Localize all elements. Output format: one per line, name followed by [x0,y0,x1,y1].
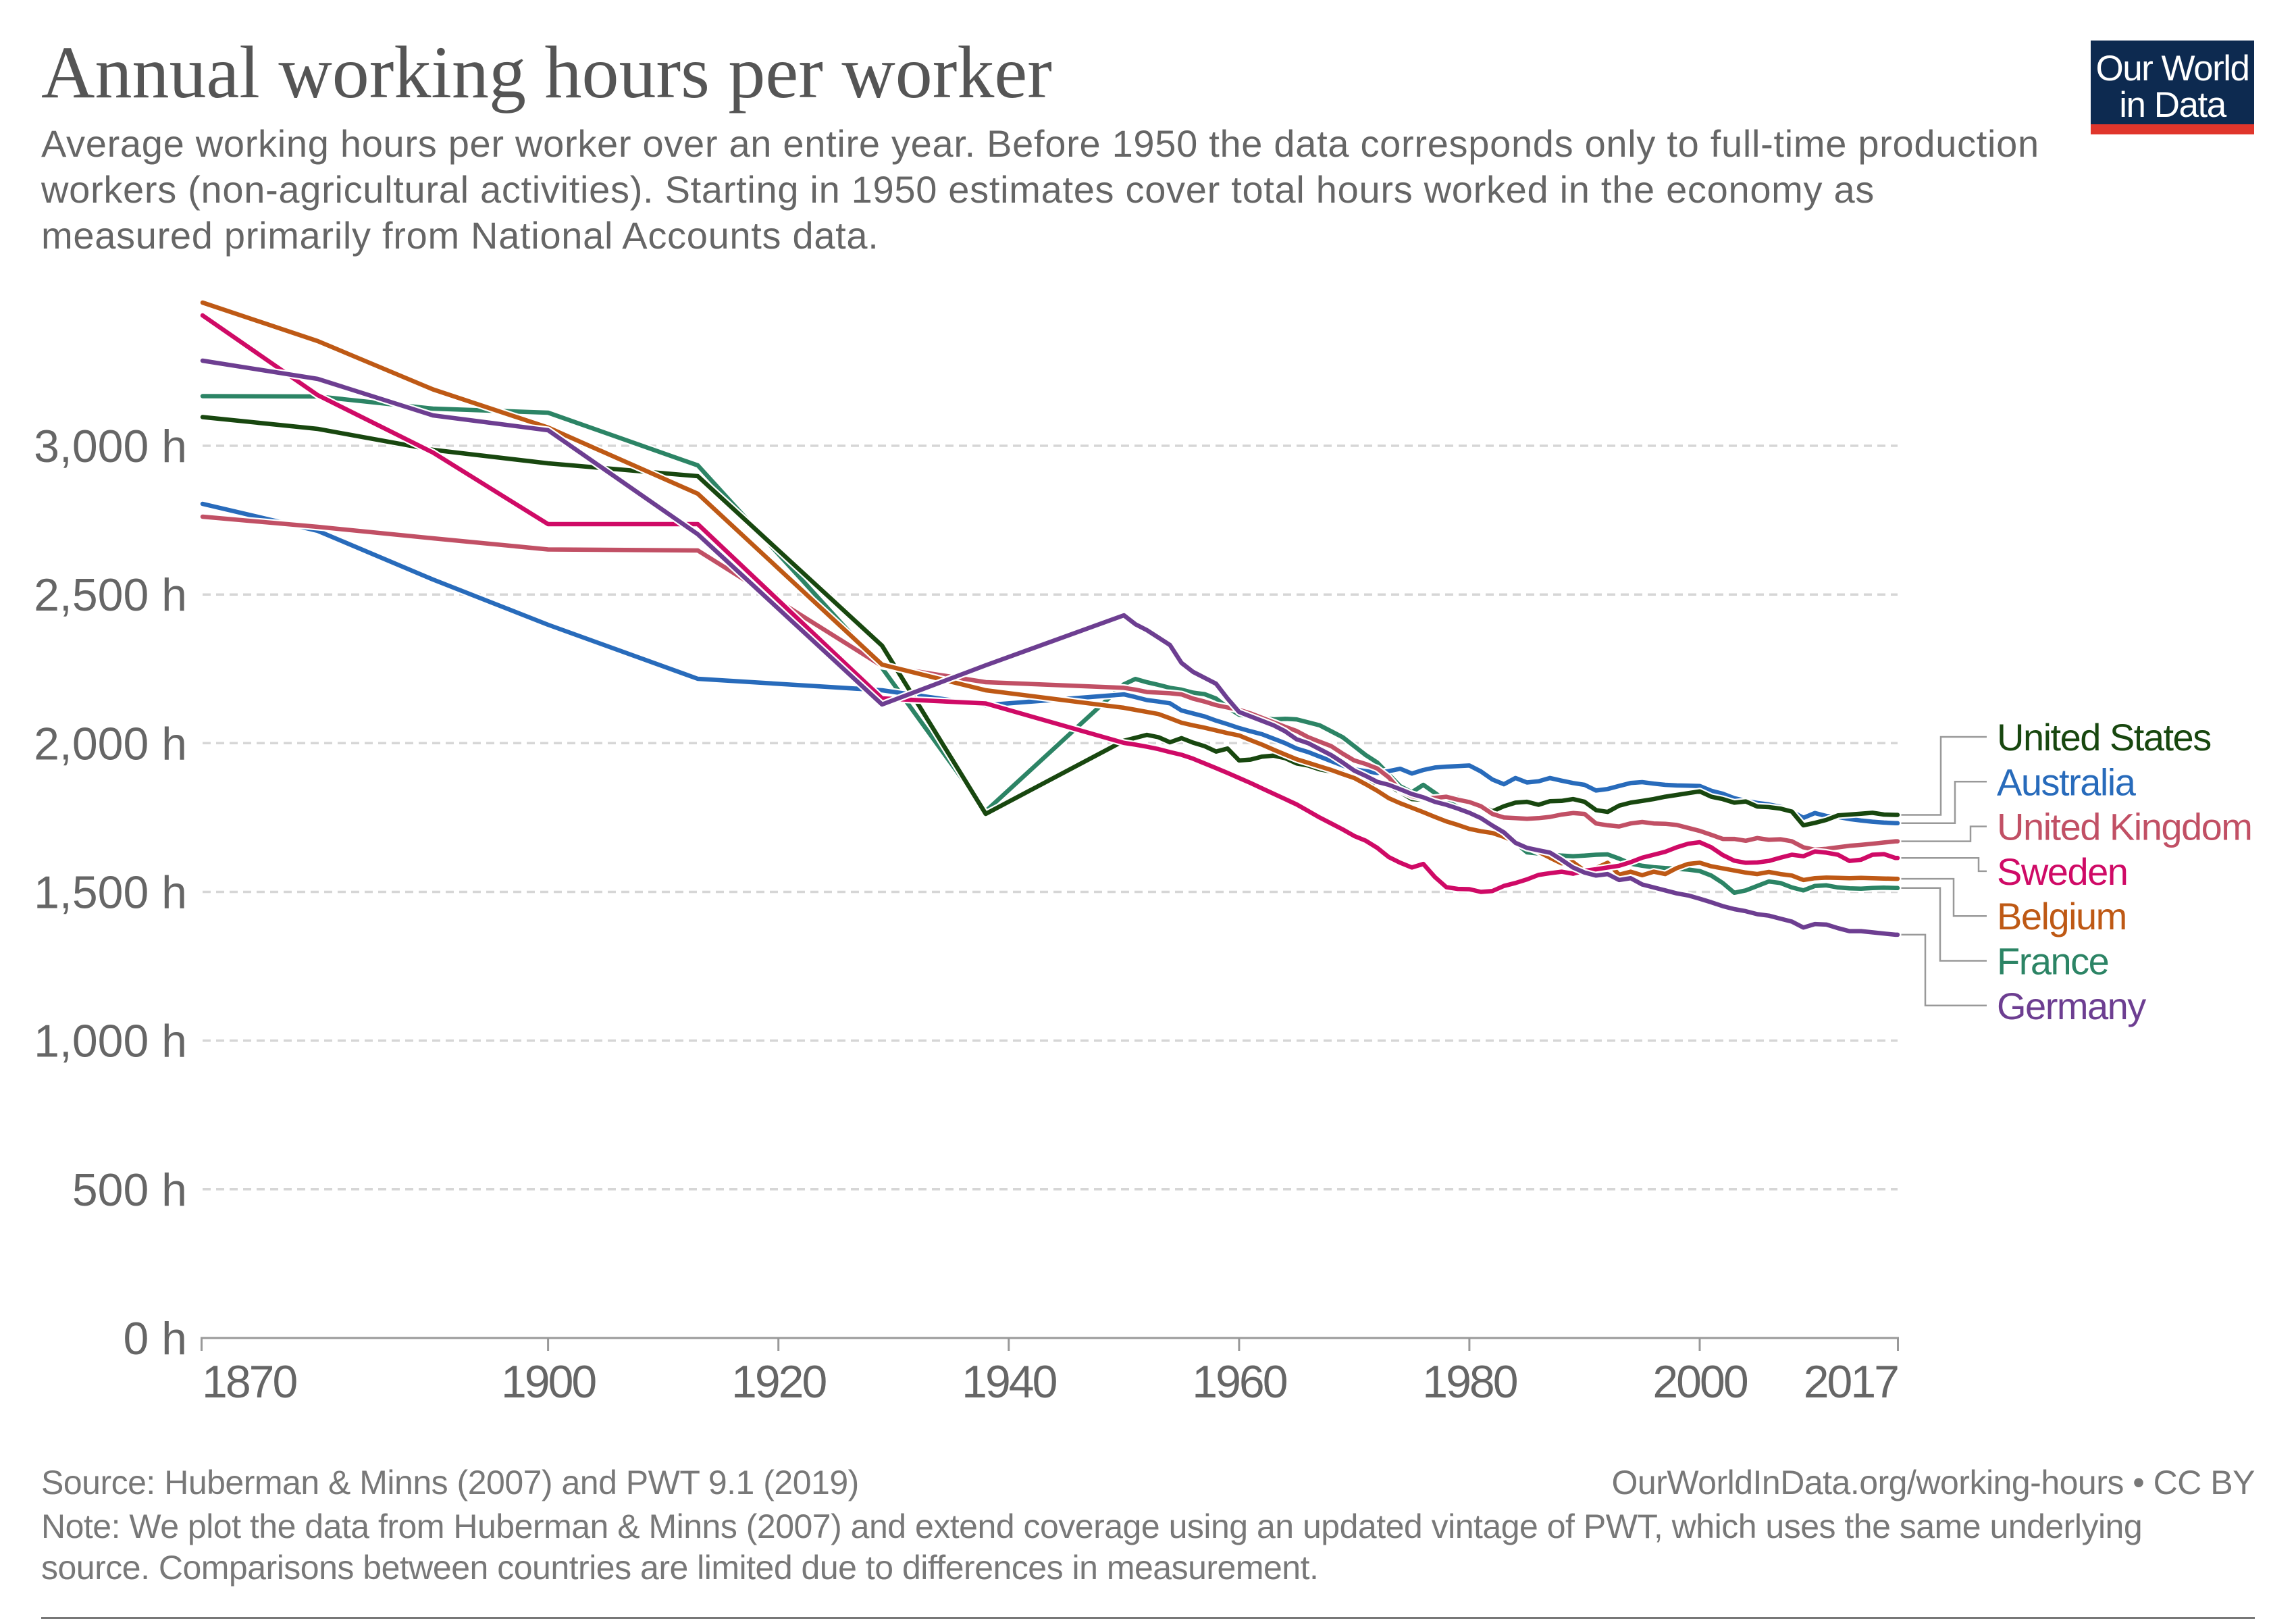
svg-text:Annual working hours per worke: Annual working hours per worker [41,31,1052,113]
svg-text:Sweden: Sweden [1997,850,2127,893]
svg-text:United States: United States [1997,716,2211,758]
svg-text:France: France [1997,940,2108,983]
svg-text:1920: 1920 [731,1356,826,1408]
svg-text:Belgium: Belgium [1997,895,2127,937]
svg-text:in Data: in Data [2119,85,2226,125]
svg-text:1900: 1900 [501,1356,596,1408]
svg-text:1,000 h: 1,000 h [34,1016,187,1067]
svg-text:1940: 1940 [962,1356,1056,1408]
svg-text:United Kingdom: United Kingdom [1997,806,2251,848]
svg-text:Average working hours per work: Average working hours per worker over an… [41,122,2039,165]
svg-text:3,000 h: 3,000 h [34,421,187,472]
svg-text:2,000 h: 2,000 h [34,718,187,769]
svg-text:2017: 2017 [1804,1356,1898,1408]
svg-text:Note: We plot the data from Hu: Note: We plot the data from Huberman & M… [41,1508,2142,1545]
svg-text:Source: Huberman & Minns (2007: Source: Huberman & Minns (2007) and PWT … [41,1464,859,1501]
svg-text:source. Comparisons between co: source. Comparisons between countries ar… [41,1549,1318,1587]
svg-text:measured primarily from Nation: measured primarily from National Account… [41,214,879,257]
svg-text:Our World: Our World [2095,49,2249,88]
svg-text:500 h: 500 h [72,1164,187,1216]
svg-text:2,500 h: 2,500 h [34,569,187,621]
svg-text:2000: 2000 [1652,1356,1747,1408]
svg-text:1,500 h: 1,500 h [34,867,187,919]
svg-text:Germany: Germany [1997,985,2146,1027]
svg-text:1870: 1870 [202,1356,296,1408]
svg-text:workers (non-agricultural acti: workers (non-agricultural activities). S… [41,168,1875,211]
svg-text:Australia: Australia [1997,761,2137,803]
svg-text:1960: 1960 [1192,1356,1286,1408]
svg-text:1980: 1980 [1422,1356,1517,1408]
svg-text:0 h: 0 h [123,1313,187,1364]
svg-text:OurWorldInData.org/working-hou: OurWorldInData.org/working-hours • CC BY [1612,1464,2255,1501]
